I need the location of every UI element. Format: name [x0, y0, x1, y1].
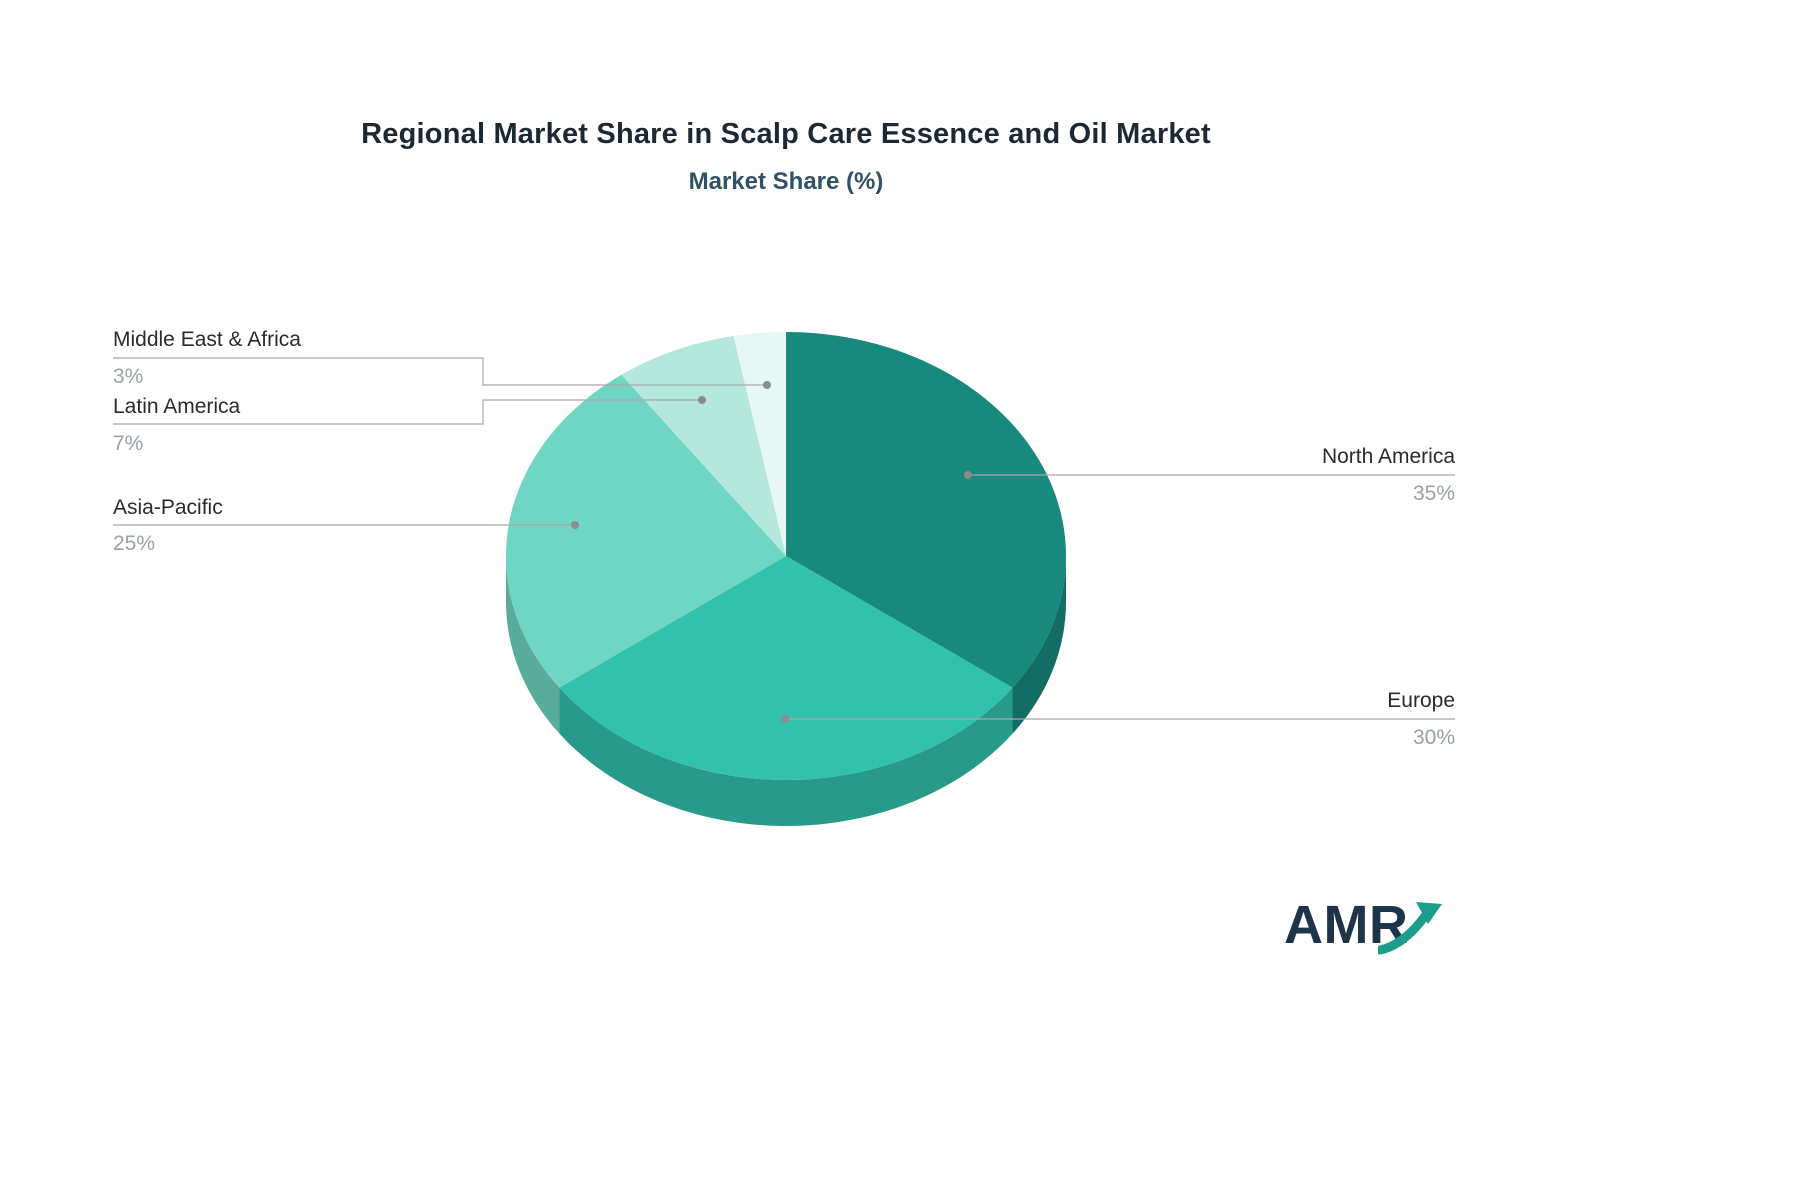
- slice-label-middle-east-africa: Middle East & Africa: [113, 328, 301, 351]
- chart-subtitle: Market Share (%): [688, 168, 884, 195]
- slice-pct-asia-pacific: 25%: [113, 532, 156, 555]
- leader-lines: [113, 357, 1455, 720]
- leader-dot-north-america: [964, 471, 972, 479]
- leader-dots: [571, 381, 972, 723]
- pie-slice-north-america: [786, 332, 1066, 688]
- leader-dot-latin-america: [698, 396, 706, 404]
- slice-label-europe: Europe: [1387, 689, 1455, 712]
- slice-pct-latin-america: 7%: [113, 432, 144, 455]
- pie-slice-latin-america: [621, 335, 786, 556]
- chart-title: Regional Market Share in Scalp Care Esse…: [361, 118, 1211, 150]
- leader-dot-asia-pacific: [571, 521, 579, 529]
- slice-pct-middle-east-africa: 3%: [113, 365, 144, 388]
- slice-label-asia-pacific: Asia-Pacific: [113, 496, 223, 519]
- amr-logo: AMR: [1284, 898, 1444, 958]
- slice-label-latin-america: Latin America: [113, 395, 241, 418]
- pie-rim-europe: [559, 687, 1013, 826]
- leader-dot-europe: [781, 715, 789, 723]
- leader-line-middle-east-africa: [113, 357, 767, 386]
- leader-line-latin-america: [113, 399, 702, 425]
- leader-dot-middle-east-africa: [763, 381, 771, 389]
- amr-logo-arrow-icon: [1378, 902, 1443, 955]
- pie-slices: [505, 332, 1066, 826]
- pie-rim-north-america: [1012, 556, 1066, 734]
- pie-slice-middle-east-africa: [733, 332, 786, 556]
- slice-pct-north-america: 35%: [1412, 482, 1455, 505]
- pie-slice-asia-pacific: [505, 374, 786, 688]
- amr-logo-text: AMR: [1284, 895, 1409, 955]
- slice-pct-europe: 30%: [1412, 726, 1455, 749]
- pie-rim-asia-pacific: [506, 556, 560, 734]
- slice-label-north-america: North America: [1321, 445, 1455, 468]
- pie-slice-europe: [559, 556, 1013, 780]
